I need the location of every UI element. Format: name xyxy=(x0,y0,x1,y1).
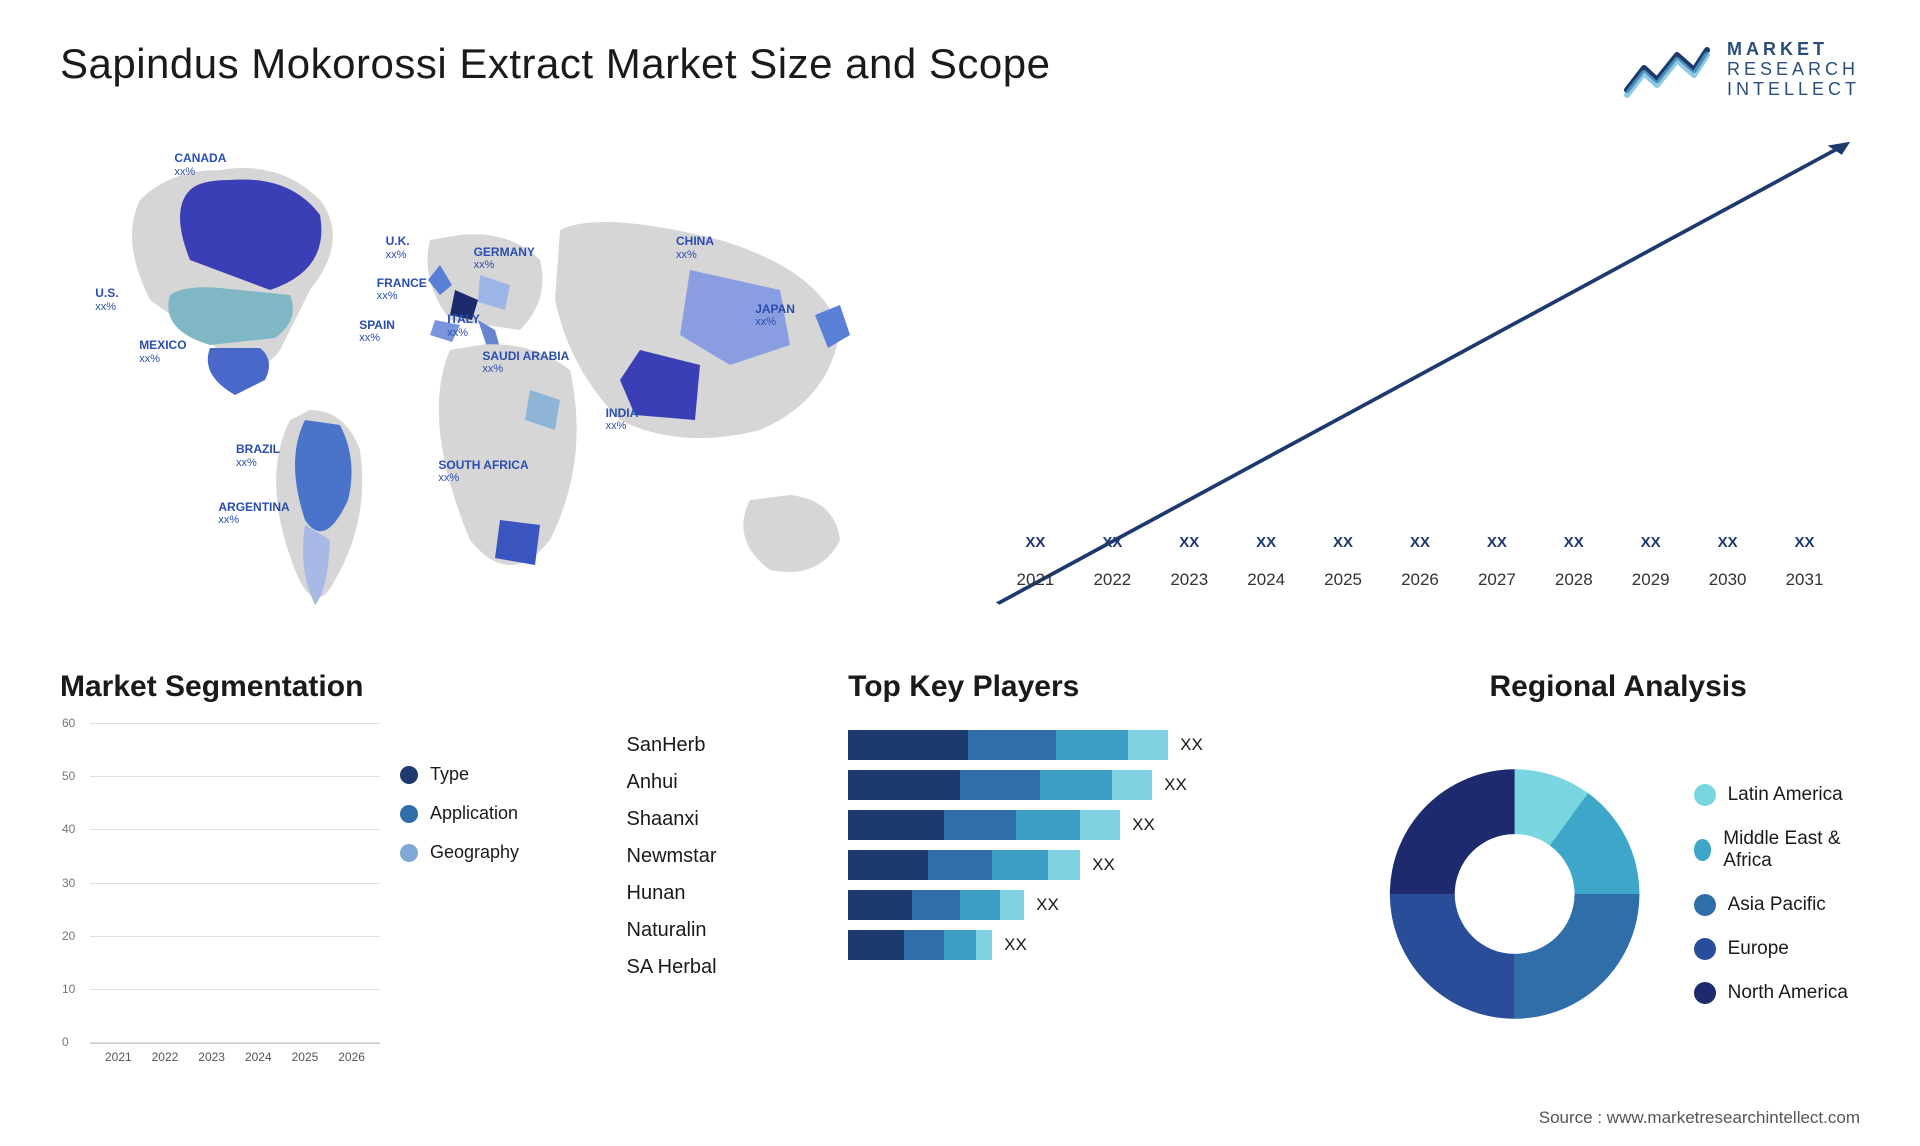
player-name: Newmstar xyxy=(627,845,819,868)
player-name: Hunan xyxy=(627,882,819,905)
key-player-bar: XX xyxy=(848,770,1346,800)
map-label: U.K.xx% xyxy=(386,234,410,262)
map-label: CHINAxx% xyxy=(676,234,714,262)
key-players-panel: Top Key Players XX XX XX XX XX XX xyxy=(848,670,1346,1100)
growth-bar: XX2024 xyxy=(1231,562,1302,590)
segmentation-chart: 0102030405060 202120222023202420252026 xyxy=(60,724,380,1074)
player-name: Shaanxi xyxy=(627,808,819,831)
regional-donut xyxy=(1376,724,1653,1064)
player-name: SA Herbal xyxy=(627,956,819,979)
legend-item: Application xyxy=(400,803,519,824)
map-label: BRAZILxx% xyxy=(236,442,280,470)
player-name-list: SanHerb Anhui Shaanxi Newmstar Hunan Naturali… xyxy=(627,728,819,979)
segmentation-panel: Market Segmentation 0102030405060 202120… xyxy=(60,670,597,1100)
growth-bar: XX2025 xyxy=(1308,562,1379,590)
key-players-chart: XX XX XX XX XX XX xyxy=(848,724,1346,960)
player-name: Anhui xyxy=(627,771,819,794)
map-label: SOUTH AFRICAxx% xyxy=(438,458,528,486)
key-players-title: Top Key Players xyxy=(848,670,1346,704)
page-title: Sapindus Mokorossi Extract Market Size a… xyxy=(60,40,1050,88)
legend-item: Latin America xyxy=(1694,784,1860,806)
map-label: ARGENTINAxx% xyxy=(218,500,289,528)
regional-title: Regional Analysis xyxy=(1376,670,1860,704)
legend-item: Geography xyxy=(400,842,519,863)
segmentation-legend: Type Application Geography xyxy=(400,724,519,863)
legend-item: Europe xyxy=(1694,938,1860,960)
world-map-panel: CANADAxx% U.S.xx% MEXICOxx% BRAZILxx% ARGENT… xyxy=(60,120,940,640)
map-label: JAPANxx% xyxy=(755,302,795,330)
growth-bar: XX2028 xyxy=(1538,562,1609,590)
donut-slice xyxy=(1515,894,1640,1019)
segmentation-title: Market Segmentation xyxy=(60,670,597,704)
map-label: SPAINxx% xyxy=(359,318,395,346)
donut-slice xyxy=(1390,894,1515,1019)
logo-icon xyxy=(1622,40,1712,100)
growth-bar: XX2030 xyxy=(1692,562,1763,590)
legend-item: Asia Pacific xyxy=(1694,894,1860,916)
map-label: INDIAxx% xyxy=(606,406,639,434)
regional-legend: Latin America Middle East & Africa Asia Pa… xyxy=(1694,784,1860,1004)
map-label: GERMANYxx% xyxy=(474,245,535,273)
growth-bar: XX2021 xyxy=(1000,562,1071,590)
map-label: ITALYxx% xyxy=(447,312,480,340)
key-player-bar: XX xyxy=(848,890,1346,920)
key-player-bar: XX xyxy=(848,730,1346,760)
brand-line-2: RESEARCH xyxy=(1727,60,1860,80)
player-name: Naturalin xyxy=(627,919,819,942)
key-player-bar: XX xyxy=(848,930,1346,960)
legend-item: North America xyxy=(1694,982,1860,1004)
growth-chart-panel: XX2021XX2022XX2023XX2024XX2025XX2026XX20… xyxy=(980,120,1860,640)
growth-bar: XX2031 xyxy=(1769,562,1840,590)
brand-logo: MARKET RESEARCH INTELLECT xyxy=(1622,40,1860,100)
growth-bar: XX2026 xyxy=(1385,562,1456,590)
brand-line-1: MARKET xyxy=(1727,40,1860,60)
legend-item: Type xyxy=(400,764,519,785)
donut-slice xyxy=(1390,769,1515,894)
growth-bar: XX2027 xyxy=(1461,562,1532,590)
map-label: FRANCExx% xyxy=(377,276,427,304)
map-label: MEXICOxx% xyxy=(139,338,186,366)
player-name: SanHerb xyxy=(627,734,819,757)
map-label: U.S.xx% xyxy=(95,286,118,314)
growth-bar: XX2023 xyxy=(1154,562,1225,590)
brand-line-3: INTELLECT xyxy=(1727,80,1860,100)
world-map xyxy=(60,120,940,640)
regional-panel: Regional Analysis Latin America Middle Ea… xyxy=(1376,670,1860,1100)
legend-item: Middle East & Africa xyxy=(1694,828,1860,872)
key-player-bar: XX xyxy=(848,850,1346,880)
map-label: SAUDI ARABIAxx% xyxy=(482,349,569,377)
source-credit: Source : www.marketresearchintellect.com xyxy=(1539,1108,1860,1128)
map-label: CANADAxx% xyxy=(174,151,226,179)
growth-bar: XX2029 xyxy=(1615,562,1686,590)
key-player-bar: XX xyxy=(848,810,1346,840)
growth-bar: XX2022 xyxy=(1077,562,1148,590)
